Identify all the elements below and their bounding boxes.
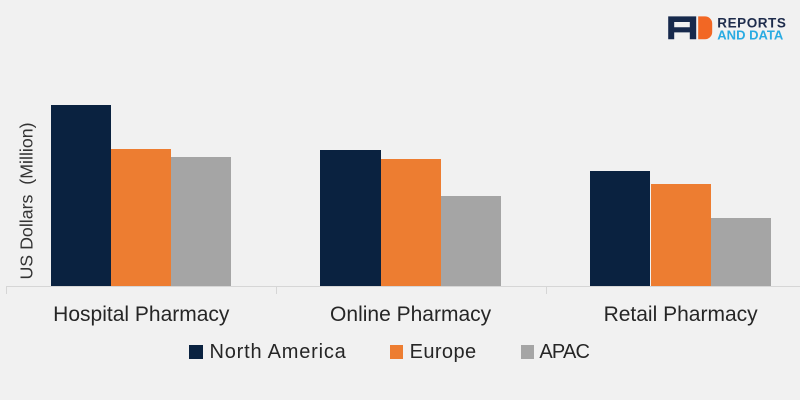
svg-text:AND DATA: AND DATA bbox=[717, 28, 784, 43]
svg-text:REPORTS: REPORTS bbox=[717, 16, 786, 31]
